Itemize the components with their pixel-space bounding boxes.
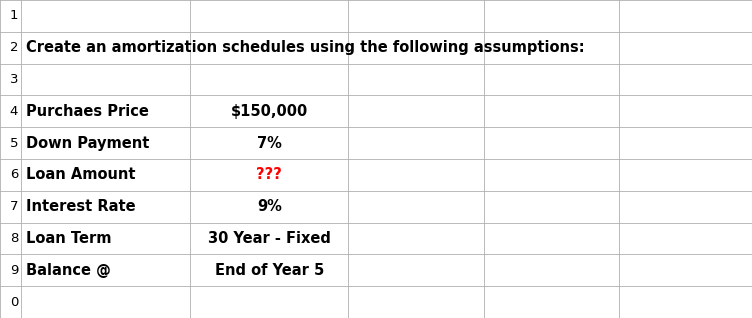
Text: 4: 4 — [10, 105, 18, 118]
Text: 1: 1 — [10, 10, 18, 22]
Text: 0: 0 — [10, 296, 18, 308]
Text: Purchaes Price: Purchaes Price — [26, 104, 149, 119]
Text: End of Year 5: End of Year 5 — [214, 263, 324, 278]
Text: 5: 5 — [10, 137, 18, 149]
Text: 9%: 9% — [256, 199, 282, 214]
Text: 6: 6 — [10, 169, 18, 181]
Text: 7: 7 — [10, 200, 18, 213]
Text: 2: 2 — [10, 41, 18, 54]
Text: Down Payment: Down Payment — [26, 135, 150, 151]
Text: ???: ??? — [256, 167, 282, 183]
Text: 7%: 7% — [256, 135, 282, 151]
Text: 9: 9 — [10, 264, 18, 277]
Text: 8: 8 — [10, 232, 18, 245]
Text: Balance @: Balance @ — [26, 263, 111, 278]
Text: 30 Year - Fixed: 30 Year - Fixed — [208, 231, 331, 246]
Text: 3: 3 — [10, 73, 18, 86]
Text: Create an amortization schedules using the following assumptions:: Create an amortization schedules using t… — [26, 40, 585, 55]
Text: Interest Rate: Interest Rate — [26, 199, 135, 214]
Text: Loan Term: Loan Term — [26, 231, 111, 246]
Text: Loan Amount: Loan Amount — [26, 167, 135, 183]
Text: $150,000: $150,000 — [231, 104, 308, 119]
